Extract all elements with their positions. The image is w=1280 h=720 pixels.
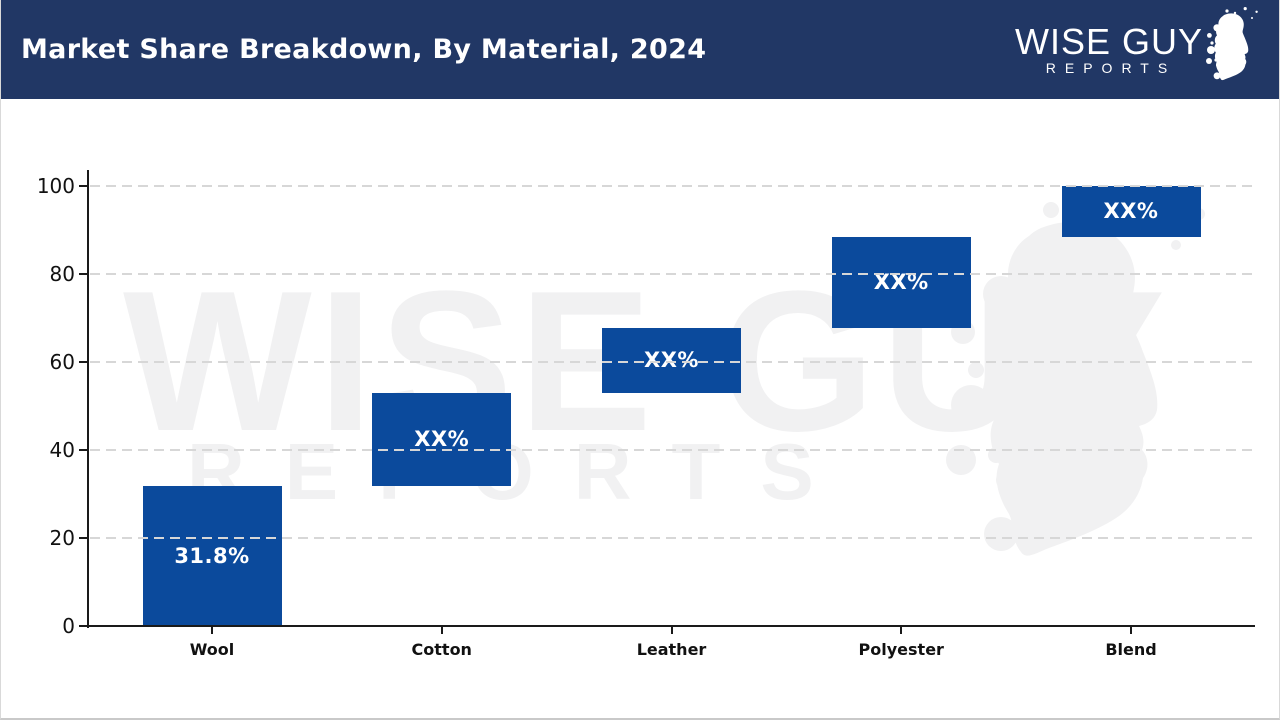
y-tick-40 [79,449,87,451]
bar-cotton: XX% [372,392,512,487]
x-category-label-cotton: Cotton [411,640,472,659]
y-tick-label-100: 100 [36,174,75,198]
gridline-y100 [90,185,1255,187]
wiseguy-logo: WISE GUY REPORTS [1015,5,1273,95]
y-tick-label-20: 20 [49,526,75,550]
chart-title: Market Share Breakdown, By Material, 202… [21,34,707,65]
bar-wool: 31.8% [142,486,282,626]
y-axis-line [87,170,89,628]
wiseguy-head-icon [1206,6,1258,80]
header-bar: Market Share Breakdown, By Material, 202… [1,0,1279,99]
watermark-head-icon [946,190,1205,556]
y-tick-label-80: 80 [49,262,75,286]
x-category-label-wool: Wool [189,640,235,659]
bar-value-label: XX% [414,427,470,452]
watermark-subtitle: REPORTS [187,427,854,516]
y-tick-label-0: 0 [62,614,75,638]
gridline-y80 [90,273,1255,275]
logo-wordmark: WISE GUY [1014,20,1203,62]
gridline-y40 [90,449,1255,451]
y-tick-0 [79,625,87,627]
y-tick-label-60: 60 [49,350,75,374]
bar-leather: XX% [602,328,741,393]
x-tick-cotton [440,627,443,634]
x-tick-wool [211,627,213,634]
y-tick-20 [79,537,87,539]
bar-polyester: XX% [831,236,971,329]
bar-value-label: XX% [644,348,699,373]
x-tick-blend [1130,627,1132,634]
bar-value-label: 31.8% [174,544,250,569]
y-tick-100 [79,185,87,187]
x-category-label-leather: Leather [636,640,707,659]
bar-value-label: XX% [1103,199,1159,224]
y-tick-60 [79,361,87,363]
x-axis-line [87,625,1255,627]
logo-text-block: WISE GUY REPORTS [1014,20,1203,77]
x-tick-polyester [900,627,903,634]
x-category-label-blend: Blend [1105,640,1157,659]
logo-subtitle: REPORTS [1045,60,1177,77]
y-tick-label-40: 40 [49,438,75,462]
bar-blend: XX% [1061,186,1201,237]
y-tick-80 [79,273,87,275]
gridline-y20 [90,537,1255,539]
gridline-y60 [90,361,1255,363]
x-category-label-polyester: Polyester [858,640,944,659]
x-tick-leather [670,627,673,634]
